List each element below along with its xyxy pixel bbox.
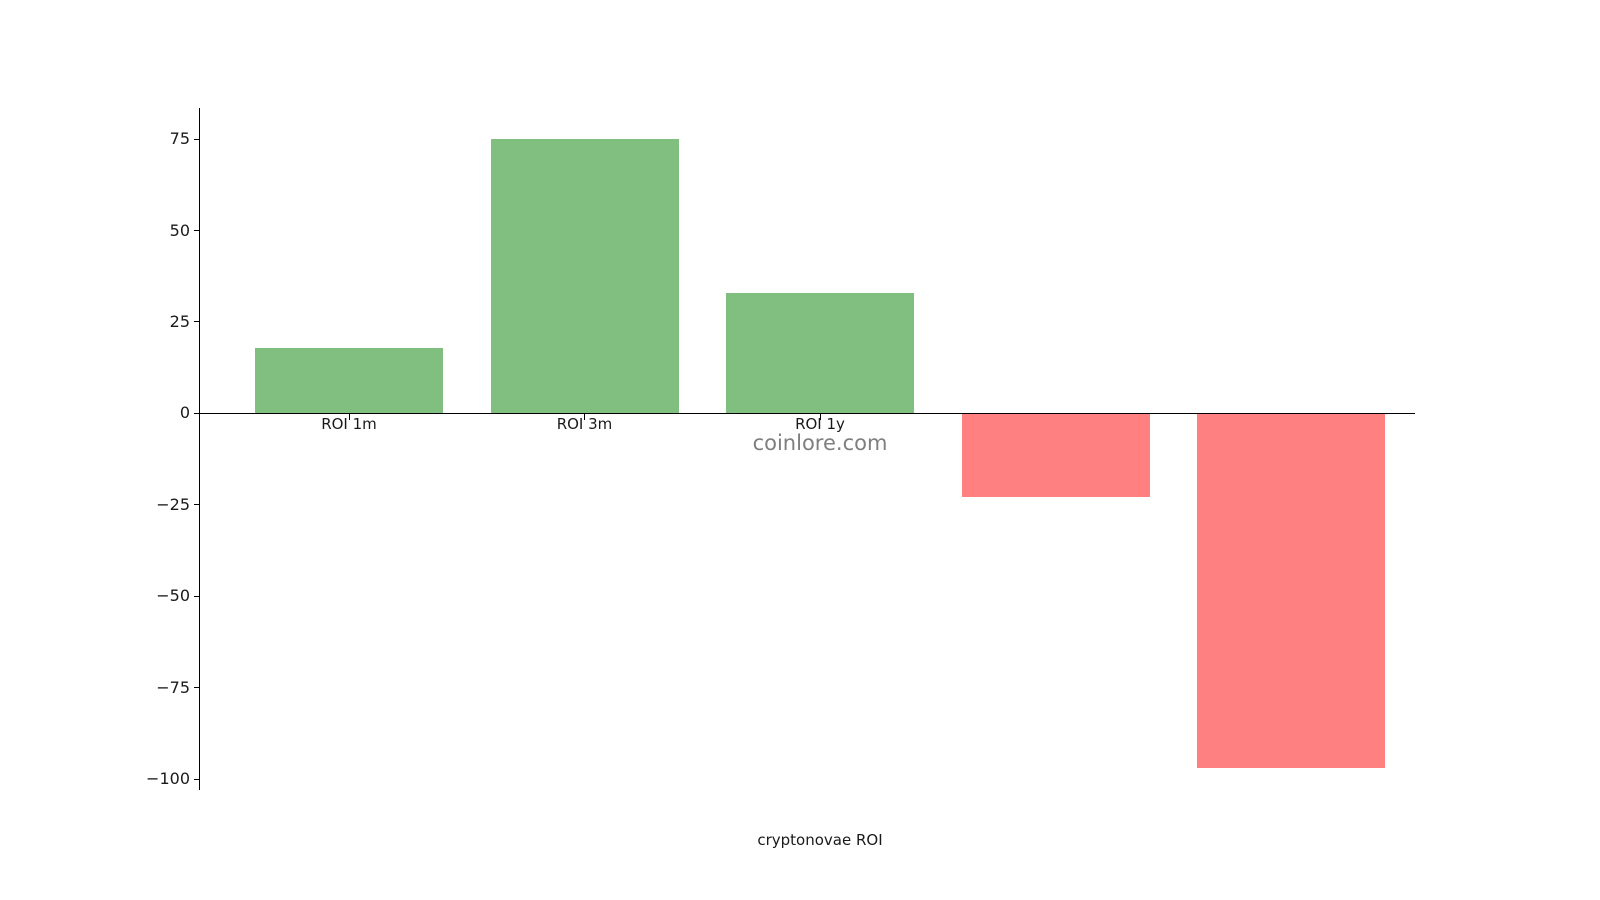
bar-roi-1y bbox=[726, 292, 914, 414]
coinlore-watermark: coinlore.com bbox=[752, 431, 888, 455]
y-tick-label: 50 bbox=[169, 220, 190, 240]
y-tick-label: −25 bbox=[156, 494, 190, 514]
bar-unlabeled-5 bbox=[1197, 413, 1385, 769]
y-tick bbox=[194, 321, 200, 323]
x-axis-line bbox=[200, 413, 1415, 414]
y-tick-label: 25 bbox=[169, 311, 190, 331]
y-tick-label: −100 bbox=[146, 769, 190, 789]
bar-unlabeled-4 bbox=[961, 413, 1150, 498]
chart-title: cryptonovae ROI bbox=[757, 831, 883, 849]
x-tick bbox=[348, 413, 350, 421]
y-tick bbox=[194, 595, 200, 597]
y-tick bbox=[194, 412, 200, 414]
y-tick bbox=[194, 504, 200, 506]
y-tick bbox=[194, 138, 200, 140]
y-tick bbox=[194, 230, 200, 231]
x-tick bbox=[584, 413, 585, 421]
x-tick-label: ROI 3m bbox=[556, 415, 613, 434]
x-tick bbox=[819, 413, 821, 421]
y-tick bbox=[194, 687, 200, 689]
bar-roi-1m bbox=[255, 347, 443, 414]
y-tick bbox=[194, 778, 200, 780]
y-tick-label: 0 bbox=[179, 403, 190, 423]
y-tick-label: −50 bbox=[156, 586, 190, 606]
x-tick-label: ROI 1m bbox=[321, 415, 377, 434]
y-tick-label: −75 bbox=[156, 677, 190, 697]
bar-roi-3m bbox=[490, 139, 679, 414]
y-tick-label: 75 bbox=[169, 129, 190, 149]
x-tick-label: ROI 1y bbox=[795, 415, 845, 434]
y-axis-line bbox=[199, 108, 200, 790]
